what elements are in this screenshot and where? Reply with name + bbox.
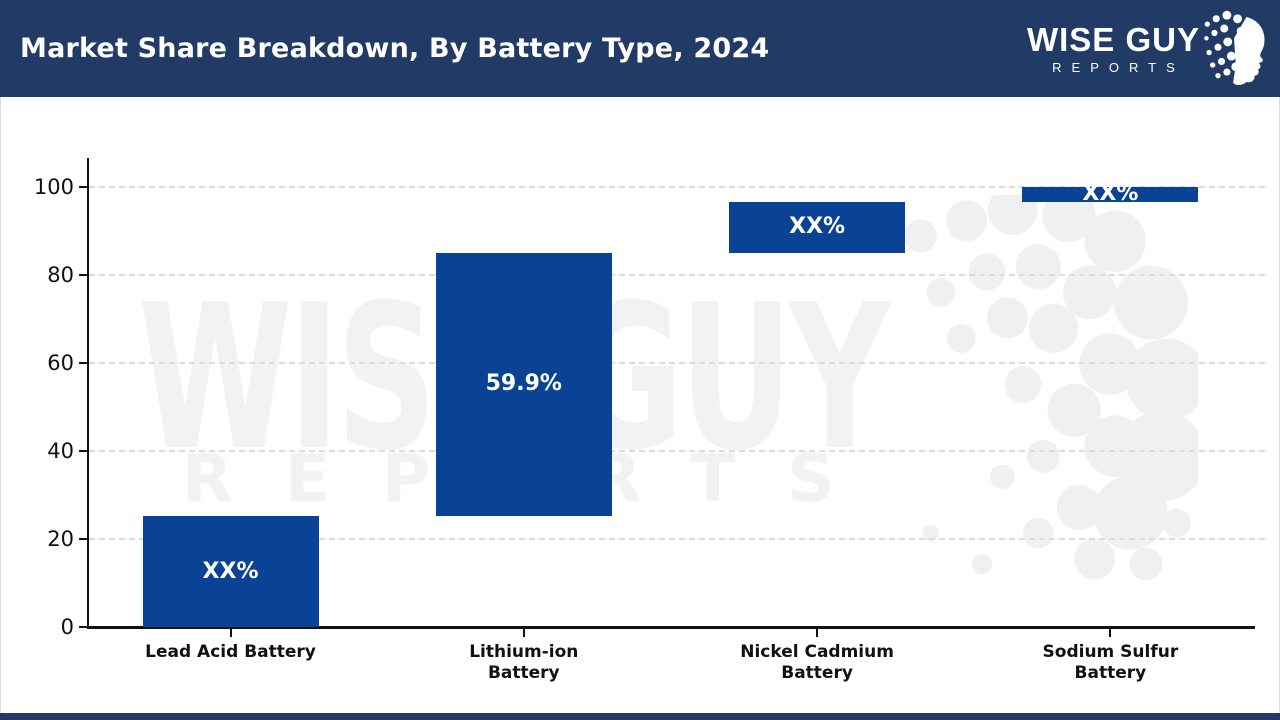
bar-segment: XX% (142, 516, 319, 627)
y-axis-tick (79, 450, 87, 452)
page-title: Market Share Breakdown, By Battery Type,… (20, 33, 770, 64)
x-axis-tick (816, 629, 819, 637)
x-category-label: Nickel Cadmium Battery (740, 642, 894, 683)
gridline (89, 538, 1265, 540)
y-axis-tick (79, 626, 87, 628)
brand-logo: WISE GUY REPORTS (1027, 0, 1266, 97)
x-axis-tick (522, 629, 525, 637)
gridline (89, 186, 1265, 188)
y-axis-tick (79, 274, 87, 276)
x-axis-tick (229, 629, 232, 637)
brand-subtitle: REPORTS (1052, 60, 1185, 75)
bar-value-label: XX% (202, 558, 259, 584)
footer-bar (0, 713, 1280, 720)
dotted-head-icon (1204, 10, 1265, 85)
y-axis-tick-label: 40 (47, 439, 74, 463)
bar-value-label: XX% (789, 214, 846, 240)
y-axis-tick-label: 80 (47, 263, 74, 287)
chart-area: 0 20 40 60 80 100 XX% Lead Acid Battery 59.9% Lit… (0, 97, 1280, 715)
gridline (89, 362, 1265, 364)
x-category-label: Sodium Sulfur Battery (1042, 642, 1179, 683)
x-axis-tick (1109, 629, 1112, 637)
y-axis-tick (79, 186, 87, 188)
bar-segment: XX% (1022, 183, 1199, 205)
x-category-label: Lithium-ion Battery (469, 642, 579, 683)
bar-value-label: XX% (1082, 181, 1139, 207)
bar-segment: XX% (729, 201, 906, 253)
y-axis-tick (79, 362, 87, 364)
x-axis-line (87, 626, 1255, 629)
bar-segment: 59.9% (435, 252, 612, 517)
brand-logo-text: WISE GUY REPORTS (1027, 23, 1200, 74)
y-axis-tick (79, 538, 87, 540)
y-axis-tick-label: 20 (47, 527, 74, 551)
gridline (89, 450, 1265, 452)
bar-value-label: 59.9% (485, 371, 562, 397)
y-axis-tick-label: 60 (47, 351, 74, 375)
brand-name: WISE GUY (1026, 21, 1200, 58)
left-border (0, 97, 1, 714)
y-axis-tick-label: 0 (60, 615, 74, 639)
header-bar: Market Share Breakdown, By Battery Type,… (0, 0, 1280, 97)
x-category-label: Lead Acid Battery (145, 642, 316, 662)
y-axis-line (87, 158, 89, 627)
y-axis-tick-label: 100 (33, 175, 74, 199)
gridline (89, 274, 1265, 276)
